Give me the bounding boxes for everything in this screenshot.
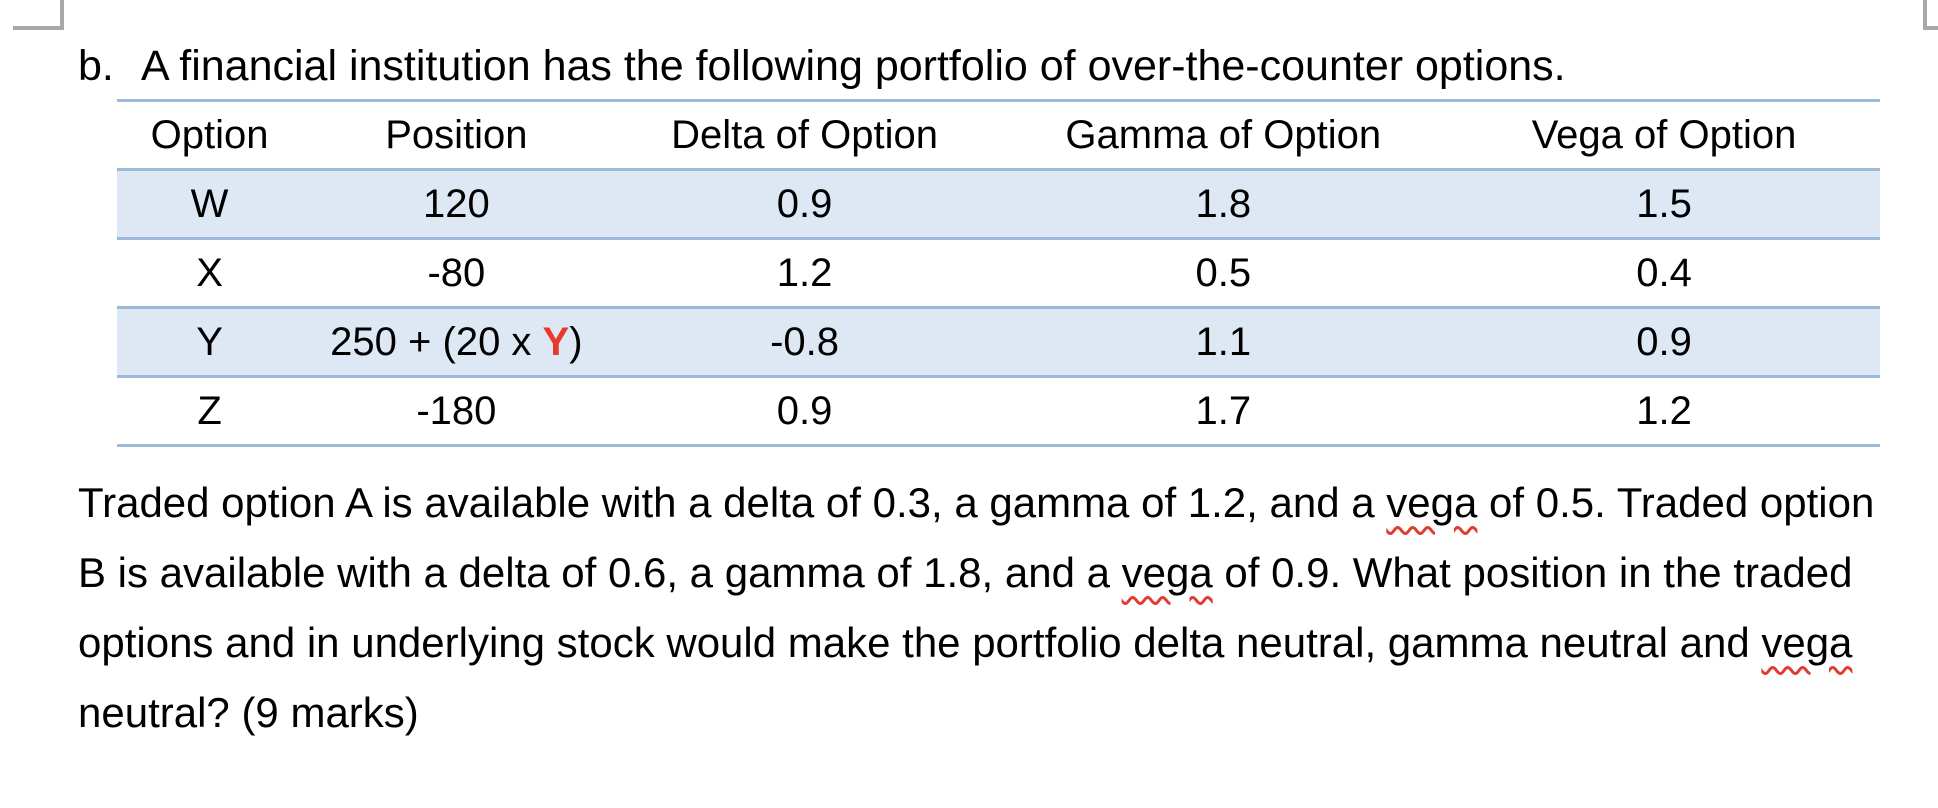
position-formula-suffix: ) [569, 319, 583, 364]
cell-option: Y [196, 319, 223, 364]
cell-option: W [190, 181, 229, 226]
paragraph-line: neutral? (9 marks) [78, 678, 1918, 748]
cell-delta: 0.9 [776, 181, 833, 226]
misspelled-word: vega [1386, 479, 1478, 526]
cell-position: 120 [422, 181, 490, 226]
page-corner-mark-top-left [13, 0, 64, 30]
misspelled-word: vega [1761, 619, 1853, 666]
cell-gamma: 1.1 [1195, 319, 1252, 364]
cell-position: -180 [416, 388, 497, 433]
paragraph-line: B is available with a delta of 0.6, a ga… [78, 538, 1918, 608]
paragraph-line: options and in underlying stock would ma… [78, 608, 1918, 678]
table-row-x: X -80 1.2 0.5 0.4 [117, 239, 1880, 308]
cell-option: Z [197, 388, 222, 433]
question-title-text: A financial institution has the followin… [141, 42, 1566, 90]
misspelled-word: vega [1121, 549, 1213, 596]
question-list-marker: b. [78, 42, 114, 90]
position-formula-highlight: Y [542, 319, 570, 364]
cell-position: 250 + (20 x Y) [302, 308, 611, 377]
cell-option: X [196, 250, 223, 295]
cell-delta: -0.8 [770, 319, 840, 364]
question-title: b. A financial institution has the follo… [78, 40, 1566, 92]
question-paragraph: Traded option A is available with a delt… [78, 468, 1918, 748]
cell-vega: 0.4 [1636, 250, 1692, 295]
cell-vega: 0.9 [1636, 319, 1692, 364]
cell-gamma: 1.8 [1195, 181, 1252, 226]
col-header-delta: Delta of Option [671, 112, 938, 157]
col-header-position: Position [385, 112, 528, 157]
line-text: neutral? (9 marks) [78, 689, 419, 736]
line-text: Traded option A is available with a delt… [78, 479, 1387, 526]
table-header-row: Option Position Delta of Option Gamma of… [117, 101, 1880, 170]
page-corner-mark-top-right [1923, 0, 1938, 30]
cell-gamma: 0.5 [1195, 250, 1252, 295]
cell-gamma: 1.7 [1195, 388, 1252, 433]
cell-vega: 1.5 [1636, 181, 1692, 226]
cell-delta: 0.9 [776, 388, 833, 433]
col-header-gamma: Gamma of Option [1065, 112, 1382, 157]
paragraph-line: Traded option A is available with a delt… [78, 468, 1918, 538]
cell-vega: 1.2 [1636, 388, 1692, 433]
table-row-z: Z -180 0.9 1.7 1.2 [117, 377, 1880, 446]
line-text: of 0.5. Traded option [1477, 479, 1875, 526]
col-header-option: Option [150, 112, 269, 157]
table-row-w: W 120 0.9 1.8 1.5 [117, 169, 1880, 239]
cell-position: -80 [427, 250, 486, 295]
line-text: options and in underlying stock would ma… [78, 619, 1762, 666]
position-formula-prefix: 250 + (20 x [330, 319, 543, 364]
line-text: of 0.9. What position in the traded [1212, 549, 1853, 596]
col-header-vega: Vega of Option [1531, 112, 1797, 157]
line-text: B is available with a delta of 0.6, a ga… [78, 549, 1122, 596]
table-row-y: Y 250 + (20 x Y) -0.8 1.1 0.9 [117, 307, 1880, 377]
cell-delta: 1.2 [776, 250, 833, 295]
options-portfolio-table: Option Position Delta of Option Gamma of… [117, 99, 1880, 447]
